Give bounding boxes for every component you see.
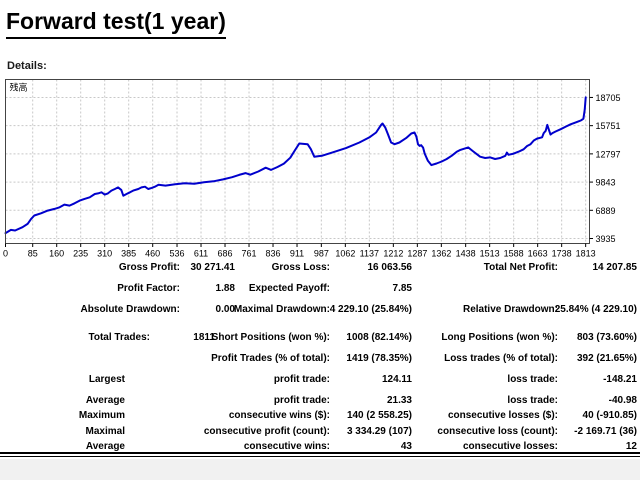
stat-label: consecutive losses: <box>462 441 558 452</box>
stat-value: -148.21 <box>603 374 637 385</box>
x-tick-label: 1813 <box>576 249 596 259</box>
x-tick-label: 1438 <box>456 249 476 259</box>
x-tick-label: 1663 <box>528 249 548 259</box>
stat-label: consecutive wins ($): <box>228 410 330 421</box>
stat-value: 392 (21.65%) <box>576 353 637 364</box>
x-tick-label: 1287 <box>407 249 427 259</box>
chart-grid <box>5 79 590 244</box>
stat-label: consecutive wins: <box>243 441 330 452</box>
stat-value: 0.00 <box>215 304 235 315</box>
stat-value: 12 <box>625 441 637 452</box>
stat-value: 7.85 <box>392 283 412 294</box>
x-tick-label: 1137 <box>360 249 379 259</box>
stat-value: 124.11 <box>381 374 412 385</box>
stat-value: 803 (73.60%) <box>576 332 637 343</box>
stat-label: Maximal Drawdown: <box>233 304 330 315</box>
stat-label: Gross Profit: <box>118 262 180 273</box>
x-tick-label: 160 <box>49 249 64 259</box>
x-tick-label: 85 <box>28 249 38 259</box>
balance-legend-label: 残高 <box>10 82 28 93</box>
stat-value: 1419 (78.35%) <box>346 353 412 364</box>
stat-value: 1008 (82.14%) <box>346 332 412 343</box>
x-tick-label: 1362 <box>431 249 451 259</box>
x-tick-label: 1588 <box>504 249 524 259</box>
y-tick-label: 12797 <box>596 149 621 159</box>
stat-label: Loss trades (% of total): <box>444 353 558 364</box>
stat-label: profit trade: <box>273 395 330 406</box>
y-tick-label: 6889 <box>596 206 616 216</box>
stat-value: 1811 <box>193 332 215 343</box>
stat-label: loss trade: <box>507 395 558 406</box>
stat-label: Profit Trades (% of total): <box>211 353 330 364</box>
x-tick-label: 836 <box>266 249 281 259</box>
x-tick-label: 1062 <box>335 249 355 259</box>
x-tick-label: 385 <box>121 249 136 259</box>
x-tick-label: 0 <box>3 249 8 259</box>
stat-label: profit trade: <box>273 374 330 385</box>
stat-label: Maximum <box>78 410 125 421</box>
x-tick-label: 1738 <box>552 249 572 259</box>
stat-value: 21.33 <box>386 395 412 406</box>
y-axis-labels: 3935 6889 9843 12797 15751 18705 <box>589 93 621 244</box>
x-tick-label: 987 <box>314 249 329 259</box>
stat-value: -40.98 <box>608 395 637 406</box>
page-title: Forward test(1 year) <box>6 8 226 39</box>
y-tick-label: 15751 <box>596 121 621 131</box>
stat-label: Maximal <box>85 426 125 437</box>
balance-chart-svg: 3935 6889 9843 12797 15751 18705 0 85 160 235 310 3… <box>3 79 621 259</box>
stat-value: 30 271.41 <box>190 262 236 273</box>
stat-label: Largest <box>88 374 125 385</box>
x-tick-label: 911 <box>290 249 304 259</box>
stat-value: 25.84% (4 229.10) <box>554 304 637 315</box>
stat-label: Total Net Profit: <box>483 262 558 273</box>
y-tick-label: 18705 <box>596 93 621 103</box>
x-tick-label: 235 <box>73 249 88 259</box>
stat-label: consecutive loss (count): <box>437 426 558 437</box>
stat-label: Short Positions (won %): <box>211 332 330 343</box>
table-bottom-rule-thick <box>0 452 640 454</box>
stat-label: consecutive losses ($): <box>447 410 558 421</box>
stat-label: Total Trades: <box>88 332 151 343</box>
x-tick-label: 761 <box>242 249 257 259</box>
details-label: Details: <box>7 60 47 72</box>
stat-label: Average <box>85 395 125 406</box>
x-tick-label: 536 <box>170 249 185 259</box>
x-tick-label: 310 <box>97 249 112 259</box>
stat-label: consecutive profit (count): <box>203 426 330 437</box>
stat-label: Profit Factor: <box>117 283 180 294</box>
stat-label: Expected Payoff: <box>248 283 330 294</box>
table-bottom-rule-thin <box>0 456 640 457</box>
stat-value: 16 063.56 <box>367 262 413 273</box>
stat-value: -2 169.71 (36) <box>574 426 637 437</box>
stat-label: Absolute Drawdown: <box>80 304 180 315</box>
stat-label: loss trade: <box>507 374 558 385</box>
stat-label: Gross Loss: <box>271 262 330 273</box>
stat-value: 140 (2 558.25) <box>346 410 412 421</box>
x-axis-labels: 0 85 160 235 310 385 460 536 611 686 761 836 911 987 1… <box>3 243 596 259</box>
stat-value: 3 334.29 (107) <box>346 426 412 437</box>
x-tick-label: 460 <box>145 249 160 259</box>
balance-chart: 3935 6889 9843 12797 15751 18705 0 85 160 235 310 3… <box>0 78 640 262</box>
x-tick-label: 611 <box>194 249 208 259</box>
stat-label: Relative Drawdown: <box>462 304 558 315</box>
x-tick-label: 686 <box>218 249 233 259</box>
footer-strip <box>0 459 640 480</box>
y-tick-label: 9843 <box>596 178 616 188</box>
stat-label: Long Positions (won %): <box>441 332 558 343</box>
x-tick-label: 1212 <box>383 249 403 259</box>
x-tick-label: 1513 <box>480 249 500 259</box>
stat-value: 1.88 <box>215 283 235 294</box>
stat-value: 4 229.10 (25.84%) <box>329 304 412 315</box>
stat-label: Average <box>85 441 125 452</box>
stat-value: 43 <box>400 441 412 452</box>
y-tick-label: 3935 <box>596 234 616 244</box>
balance-line <box>4 96 587 235</box>
stat-value: 40 (-910.85) <box>582 410 637 421</box>
stat-value: 14 207.85 <box>592 262 638 273</box>
